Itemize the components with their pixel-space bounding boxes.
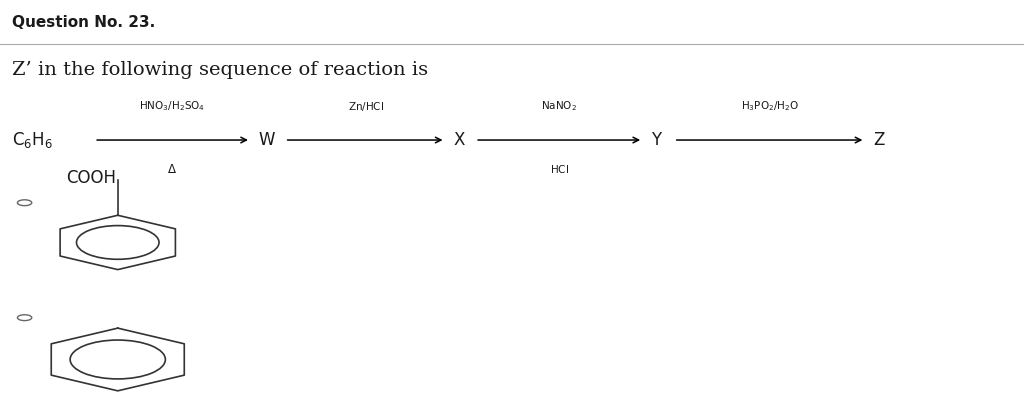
Text: Z: Z (873, 131, 885, 149)
Text: Question No. 23.: Question No. 23. (12, 15, 156, 30)
Text: $\mathregular{Zn/HCl}$: $\mathregular{Zn/HCl}$ (347, 100, 384, 113)
Text: $\mathregular{NaNO_2}$: $\mathregular{NaNO_2}$ (541, 99, 578, 113)
Text: Y: Y (651, 131, 662, 149)
Text: $\mathregular{\Delta}$: $\mathregular{\Delta}$ (167, 163, 177, 176)
Text: $\mathregular{C_6H_6}$: $\mathregular{C_6H_6}$ (12, 130, 53, 150)
Text: W: W (258, 131, 274, 149)
Text: COOH: COOH (67, 168, 117, 187)
Text: $\mathregular{HNO_3/H_2SO_4}$: $\mathregular{HNO_3/H_2SO_4}$ (139, 99, 205, 113)
Text: $\mathregular{H_3PO_2/H_2O}$: $\mathregular{H_3PO_2/H_2O}$ (741, 99, 799, 113)
Text: Z’ in the following sequence of reaction is: Z’ in the following sequence of reaction… (12, 61, 428, 79)
Text: $\mathregular{HCl}$: $\mathregular{HCl}$ (550, 163, 568, 175)
Text: X: X (454, 131, 465, 149)
